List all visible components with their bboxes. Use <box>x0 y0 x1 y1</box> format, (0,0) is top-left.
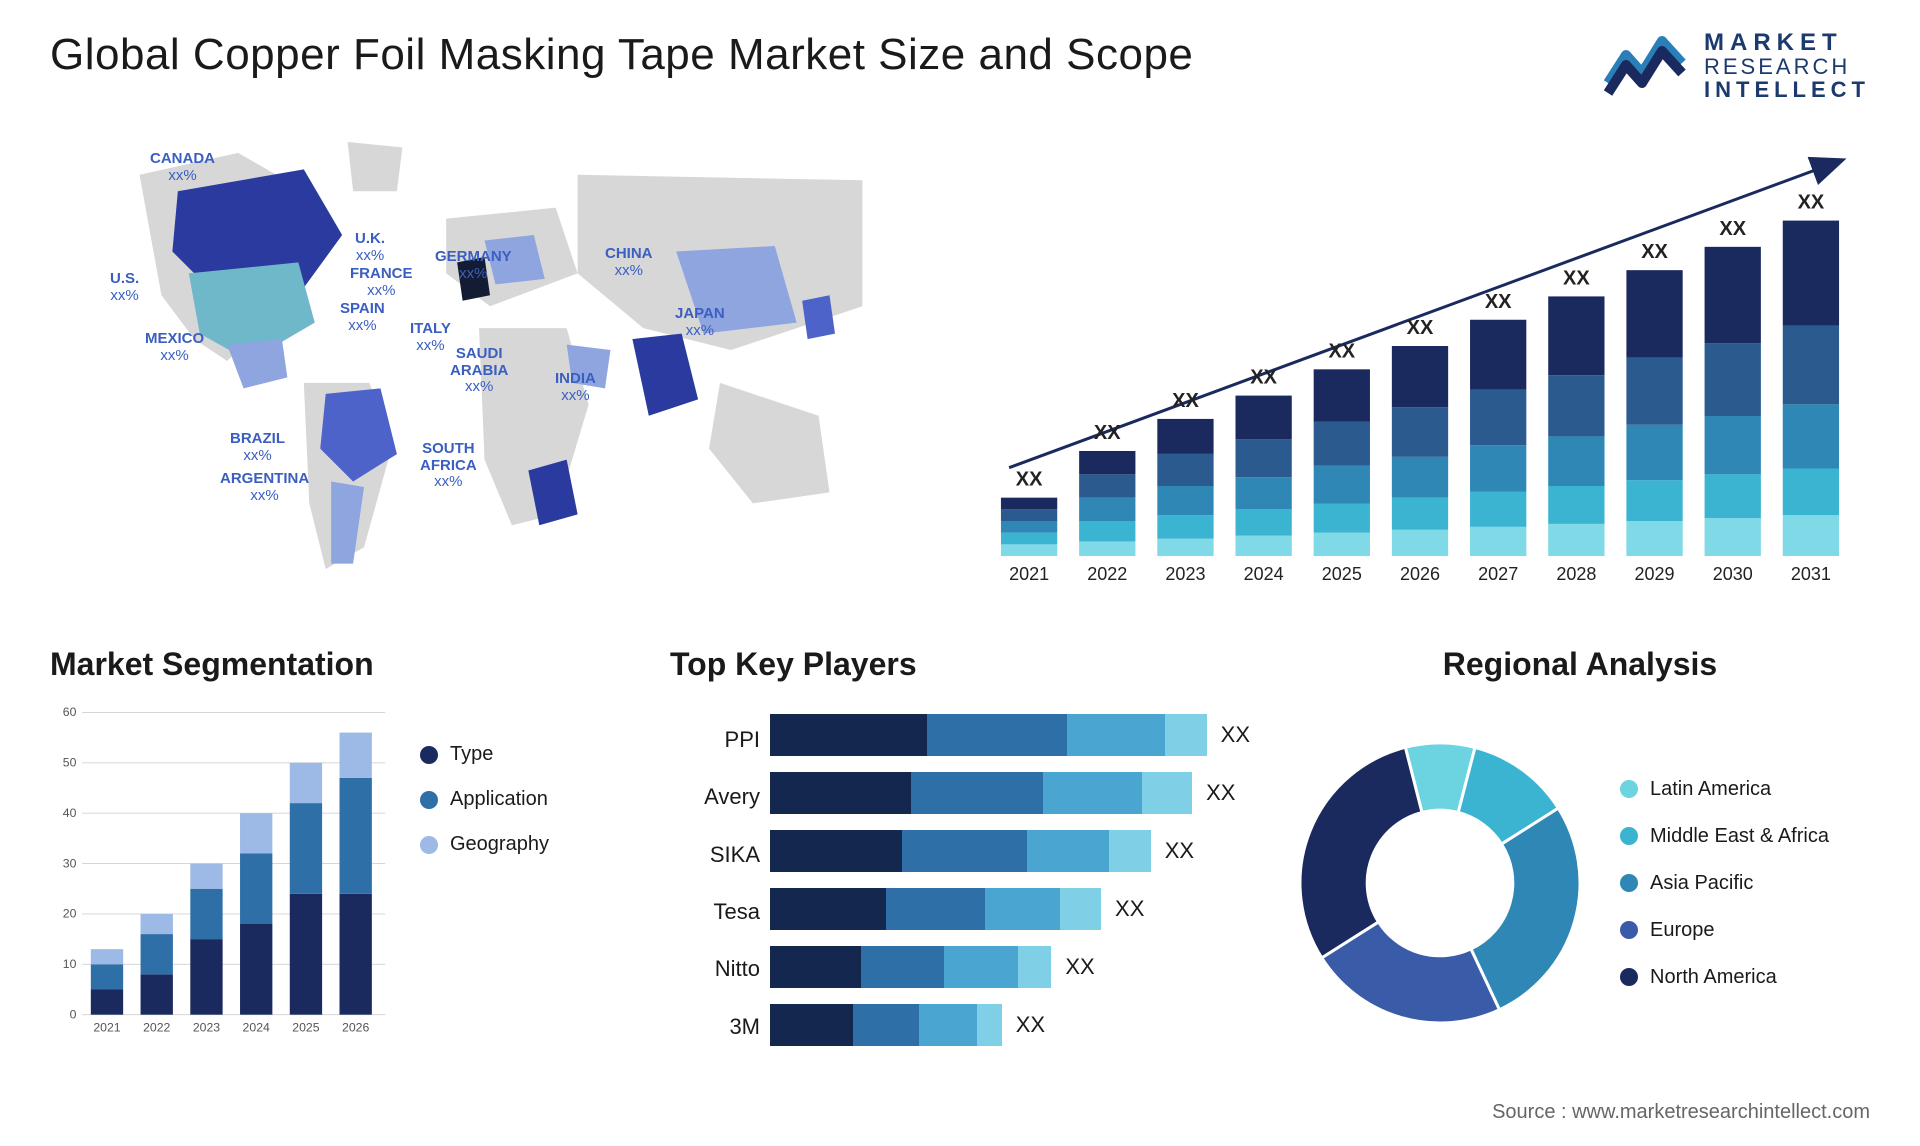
player-bar-row: XX <box>770 1001 1250 1049</box>
world-map-panel: CANADAxx% U.S.xx%MEXICOxx% BRAZILxx% ARGENT… <box>50 131 930 591</box>
player-label: Avery <box>670 784 760 810</box>
map-label: U.K.xx% <box>355 231 385 264</box>
players-bar-chart: XX XX XX XX XX XX <box>770 703 1250 1063</box>
brand-logo: MARKET RESEARCH INTELLECT <box>1604 30 1870 101</box>
svg-text:2023: 2023 <box>1165 564 1205 584</box>
svg-text:2031: 2031 <box>1791 564 1831 584</box>
player-bar-row: XX <box>770 885 1250 933</box>
legend-item: Middle East & Africa <box>1620 825 1829 848</box>
map-label: U.S.xx% <box>110 271 139 304</box>
svg-text:XX: XX <box>1641 242 1668 264</box>
forecast-bar-chart: 2021 2022 2023 2024 2025 2026 2027 2028 2029 2030… <box>970 141 1870 591</box>
svg-text:2023: 2023 <box>193 1021 220 1035</box>
svg-text:XX: XX <box>1094 422 1121 444</box>
svg-text:2022: 2022 <box>1087 564 1127 584</box>
svg-text:2021: 2021 <box>1009 564 1049 584</box>
svg-text:XX: XX <box>1485 291 1512 313</box>
svg-text:XX: XX <box>1407 317 1434 339</box>
map-label: JAPANxx% <box>675 306 725 339</box>
svg-text:10: 10 <box>63 957 77 971</box>
segmentation-title: Market Segmentation <box>50 646 630 683</box>
legend-item: Asia Pacific <box>1620 872 1829 895</box>
svg-text:2021: 2021 <box>93 1021 120 1035</box>
player-label: SIKA <box>670 842 760 868</box>
player-label: 3M <box>670 1014 760 1040</box>
svg-text:30: 30 <box>63 857 77 871</box>
svg-text:60: 60 <box>63 706 77 720</box>
map-label: ITALYxx% <box>410 321 451 354</box>
svg-text:2024: 2024 <box>1244 564 1284 584</box>
player-bar-row: XX <box>770 943 1250 991</box>
player-value: XX <box>1206 780 1235 806</box>
legend-item: Europe <box>1620 919 1829 942</box>
player-value: XX <box>1165 838 1194 864</box>
player-bar-row: XX <box>770 827 1250 875</box>
player-bar-row: XX <box>770 769 1250 817</box>
legend-item: Geography <box>420 833 549 856</box>
legend-item: North America <box>1620 966 1829 989</box>
segmentation-section: Market Segmentation 2021 2022 2023 2024 2025… <box>50 646 630 1076</box>
svg-text:XX: XX <box>1016 469 1043 491</box>
legend-item: Type <box>420 743 549 766</box>
svg-text:2027: 2027 <box>1478 564 1518 584</box>
segmentation-bar-chart: 2021 2022 2023 2024 2025 2026 0 10 20 30 40 50 60 <box>50 703 390 1043</box>
regional-section: Regional Analysis Latin America Middle Ea… <box>1290 646 1870 1076</box>
svg-text:2024: 2024 <box>243 1021 270 1035</box>
page-title: Global Copper Foil Masking Tape Market S… <box>50 30 1193 80</box>
svg-text:2025: 2025 <box>1322 564 1362 584</box>
players-section: Top Key Players PPIAverySIKATesaNitto3M … <box>670 646 1250 1076</box>
map-label: SAUDIARABIAxx% <box>450 346 508 396</box>
map-label: SOUTHAFRICAxx% <box>420 441 477 491</box>
player-label: PPI <box>670 727 760 753</box>
logo-line-2: RESEARCH <box>1704 55 1870 78</box>
regional-legend: Latin America Middle East & Africa Asia Pa… <box>1620 778 1829 989</box>
map-label: CANADAxx% <box>150 151 215 184</box>
svg-text:0: 0 <box>70 1008 77 1022</box>
svg-text:50: 50 <box>63 756 77 770</box>
player-bar-row: XX <box>770 711 1250 759</box>
map-label: INDIAxx% <box>555 371 596 404</box>
svg-text:2025: 2025 <box>292 1021 319 1035</box>
legend-item: Application <box>420 788 549 811</box>
player-value: XX <box>1065 954 1094 980</box>
svg-text:20: 20 <box>63 907 77 921</box>
legend-item: Latin America <box>1620 778 1829 801</box>
player-value: XX <box>1115 896 1144 922</box>
players-title: Top Key Players <box>670 646 1250 683</box>
map-label: MEXICOxx% <box>145 331 204 364</box>
svg-text:XX: XX <box>1172 390 1199 412</box>
player-value: XX <box>1016 1012 1045 1038</box>
svg-text:XX: XX <box>1250 367 1277 389</box>
svg-text:XX: XX <box>1563 268 1590 290</box>
svg-text:2030: 2030 <box>1713 564 1753 584</box>
segmentation-legend: Type Application Geography <box>420 703 549 1063</box>
svg-text:40: 40 <box>63 806 77 820</box>
map-label: BRAZILxx% <box>230 431 285 464</box>
forecast-chart-panel: 2021 2022 2023 2024 2025 2026 2027 2028 2029 2030… <box>970 131 1870 591</box>
logo-line-1: MARKET <box>1704 30 1870 55</box>
regional-donut-chart <box>1290 733 1590 1033</box>
map-label: ARGENTINAxx% <box>220 471 309 504</box>
svg-text:2029: 2029 <box>1635 564 1675 584</box>
regional-title: Regional Analysis <box>1290 646 1870 683</box>
svg-text:XX: XX <box>1719 218 1746 240</box>
svg-text:2026: 2026 <box>1400 564 1440 584</box>
svg-text:2022: 2022 <box>143 1021 170 1035</box>
player-label: Tesa <box>670 899 760 925</box>
logo-mark-icon <box>1604 33 1690 99</box>
svg-text:XX: XX <box>1798 192 1825 214</box>
player-value: XX <box>1221 722 1250 748</box>
map-label: CHINAxx% <box>605 246 653 279</box>
logo-line-3: INTELLECT <box>1704 78 1870 101</box>
source-text: Source : www.marketresearchintellect.com <box>1492 1101 1870 1124</box>
map-label: SPAINxx% <box>340 301 385 334</box>
svg-text:2028: 2028 <box>1556 564 1596 584</box>
players-labels: PPI Avery SIKA Tesa Nitto 3M <box>670 703 760 1063</box>
player-label: Nitto <box>670 956 760 982</box>
map-label: FRANCExx% <box>350 266 413 299</box>
svg-text:XX: XX <box>1328 341 1355 363</box>
svg-text:2026: 2026 <box>342 1021 369 1035</box>
map-label: GERMANYxx% <box>435 249 512 282</box>
